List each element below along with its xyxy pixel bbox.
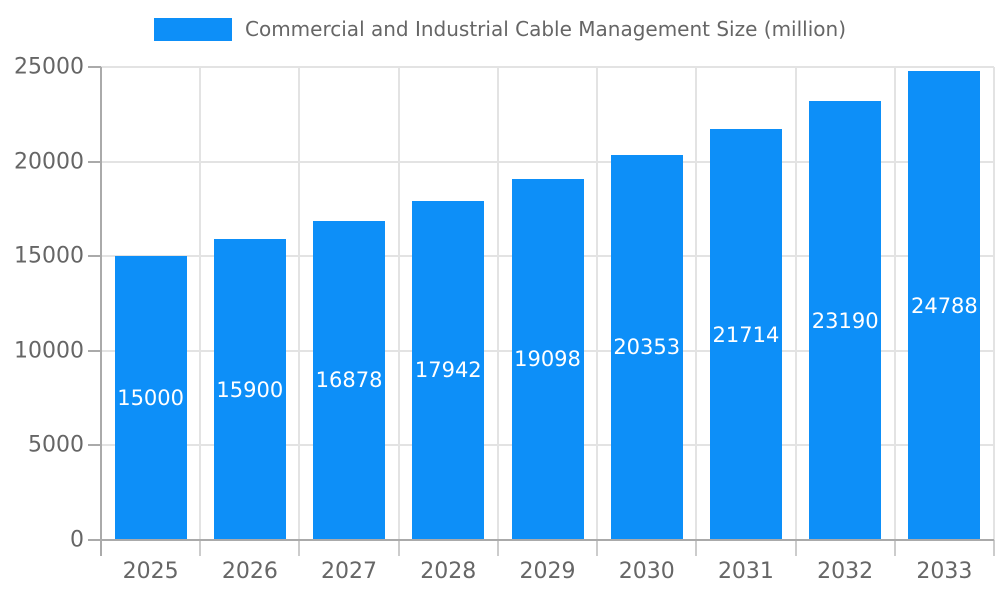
y-tick-label: 0 (70, 527, 84, 553)
bar (610, 154, 683, 540)
x-grid-line (298, 67, 301, 540)
bar (114, 256, 187, 540)
bar-value-label: 15900 (216, 377, 284, 402)
x-grid-line (199, 67, 202, 540)
x-axis-label: 2032 (817, 559, 874, 584)
x-grid-line (893, 67, 896, 540)
x-tick (496, 540, 499, 556)
x-grid-line (596, 67, 599, 540)
y-grid-line (101, 66, 994, 68)
legend-label: Commercial and Industrial Cable Manageme… (245, 17, 846, 41)
x-axis-label: 2033 (916, 559, 973, 584)
x-grid-line (794, 67, 797, 540)
x-axis-label: 2029 (519, 559, 576, 584)
y-tick (88, 444, 101, 447)
y-axis-line (100, 67, 102, 556)
y-tick-label: 20000 (14, 149, 84, 175)
x-tick (695, 540, 698, 556)
x-axis-label: 2031 (717, 559, 774, 584)
x-tick (893, 540, 896, 556)
y-tick-label: 15000 (14, 243, 84, 269)
y-tick-label: 25000 (14, 54, 84, 80)
bar (908, 71, 981, 540)
bar (511, 178, 584, 540)
x-axis-label: 2026 (221, 559, 278, 584)
legend-item[interactable]: Commercial and Industrial Cable Manageme… (154, 17, 846, 41)
y-grid-line (101, 160, 994, 163)
legend-swatch (154, 17, 232, 41)
x-grid-line (496, 67, 499, 540)
x-tick (397, 540, 400, 556)
bar (313, 220, 386, 540)
x-grid-line (397, 67, 400, 540)
x-axis-label: 2028 (420, 559, 477, 584)
x-grid-line (993, 67, 995, 540)
bar-value-label: 24788 (910, 293, 978, 318)
x-axis-label: 2027 (321, 559, 378, 584)
y-tick-label: 5000 (28, 432, 84, 458)
x-tick (993, 540, 995, 556)
x-tick (596, 540, 599, 556)
bar-value-label: 19098 (514, 347, 581, 372)
y-tick (88, 255, 101, 258)
y-tick (88, 66, 101, 68)
x-grid-line (695, 67, 698, 540)
y-tick (88, 160, 101, 163)
bar-value-label: 20353 (613, 335, 681, 360)
x-axis-label: 2025 (122, 559, 179, 584)
y-tick (88, 349, 101, 352)
bar-value-label: 23190 (811, 308, 879, 333)
bar (709, 129, 782, 540)
x-tick (199, 540, 202, 556)
bar-value-label: 16878 (315, 368, 383, 393)
x-axis-label: 2030 (618, 559, 675, 584)
bar-value-label: 15000 (117, 386, 185, 411)
y-tick-label: 10000 (14, 338, 84, 364)
bar (213, 239, 286, 540)
bar-value-label: 17942 (414, 358, 482, 383)
bar-value-label: 21714 (712, 322, 780, 347)
x-axis-line (88, 539, 994, 541)
x-tick (298, 540, 301, 556)
x-tick (794, 540, 797, 556)
bar (412, 200, 485, 540)
bar (809, 101, 882, 540)
